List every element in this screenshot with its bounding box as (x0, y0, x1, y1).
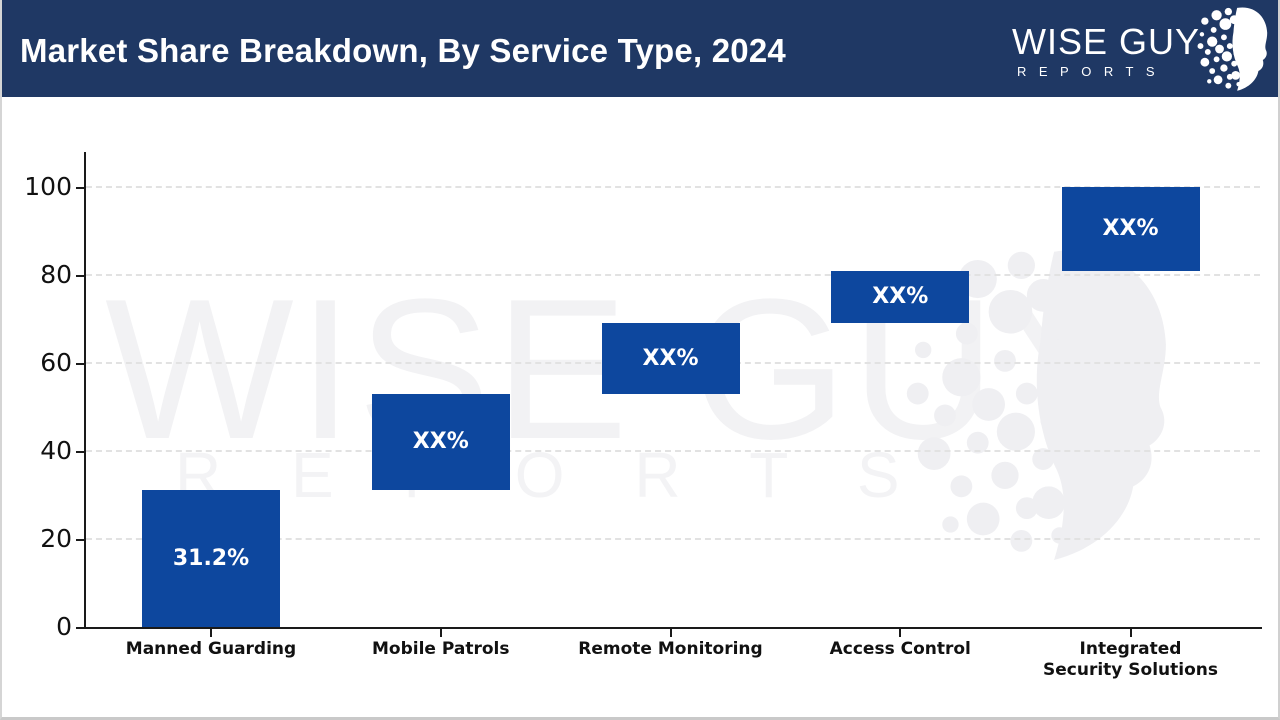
x-tick-mark (899, 629, 902, 637)
x-tick-mark (1129, 629, 1132, 637)
y-tick-label: 20 (40, 524, 72, 553)
y-tick-mark (76, 627, 84, 629)
x-axis-line (84, 627, 1262, 629)
header-bar: Market Share Breakdown, By Service Type,… (0, 0, 1280, 97)
y-axis-line (84, 152, 86, 629)
bar-value-label: XX% (1102, 216, 1159, 242)
y-tick-label: 60 (40, 348, 72, 377)
y-tick-label: 40 (40, 436, 72, 465)
x-category-label: Mobile Patrols (372, 639, 510, 659)
y-tick-mark (76, 539, 84, 541)
bar: XX% (601, 323, 740, 394)
logo-wordmark: WISE GUY (1012, 21, 1201, 62)
logo-dotted-head-icon (1197, 7, 1268, 91)
wise-guy-reports-logo: WISE GUY REPORTS (1012, 4, 1272, 94)
x-tick-mark (439, 629, 442, 637)
gridline (86, 186, 1260, 188)
bar: XX% (831, 270, 970, 324)
y-tick-mark (76, 187, 84, 189)
y-tick-mark (76, 275, 84, 277)
bar-value-label: 31.2% (172, 545, 250, 571)
y-tick-mark (76, 451, 84, 453)
logo-text: WISE GUY REPORTS (1012, 21, 1200, 79)
x-category-label: Access Control (829, 639, 971, 659)
bar: XX% (1061, 187, 1200, 271)
gridline (86, 450, 1260, 452)
bar: XX% (371, 393, 510, 490)
y-tick-label: 80 (40, 260, 72, 289)
gridline (86, 274, 1260, 276)
x-category-label: Remote Monitoring (578, 639, 763, 659)
gridline (86, 538, 1260, 540)
logo-reports-text: REPORTS (1017, 64, 1168, 79)
x-category-label: Integrated Security Solutions (1043, 639, 1218, 681)
x-tick-mark (210, 629, 212, 637)
y-tick-label: 0 (56, 612, 72, 641)
bar-value-label: XX% (412, 429, 469, 455)
x-category-label: Manned Guarding (125, 639, 297, 659)
page-title: Market Share Breakdown, By Service Type,… (20, 32, 786, 69)
bar-value-label: XX% (642, 346, 699, 372)
y-tick-label: 100 (24, 172, 72, 201)
bar: 31.2% (142, 489, 280, 627)
y-tick-mark (76, 363, 84, 365)
x-tick-mark (669, 629, 672, 637)
bar-value-label: XX% (872, 284, 929, 310)
